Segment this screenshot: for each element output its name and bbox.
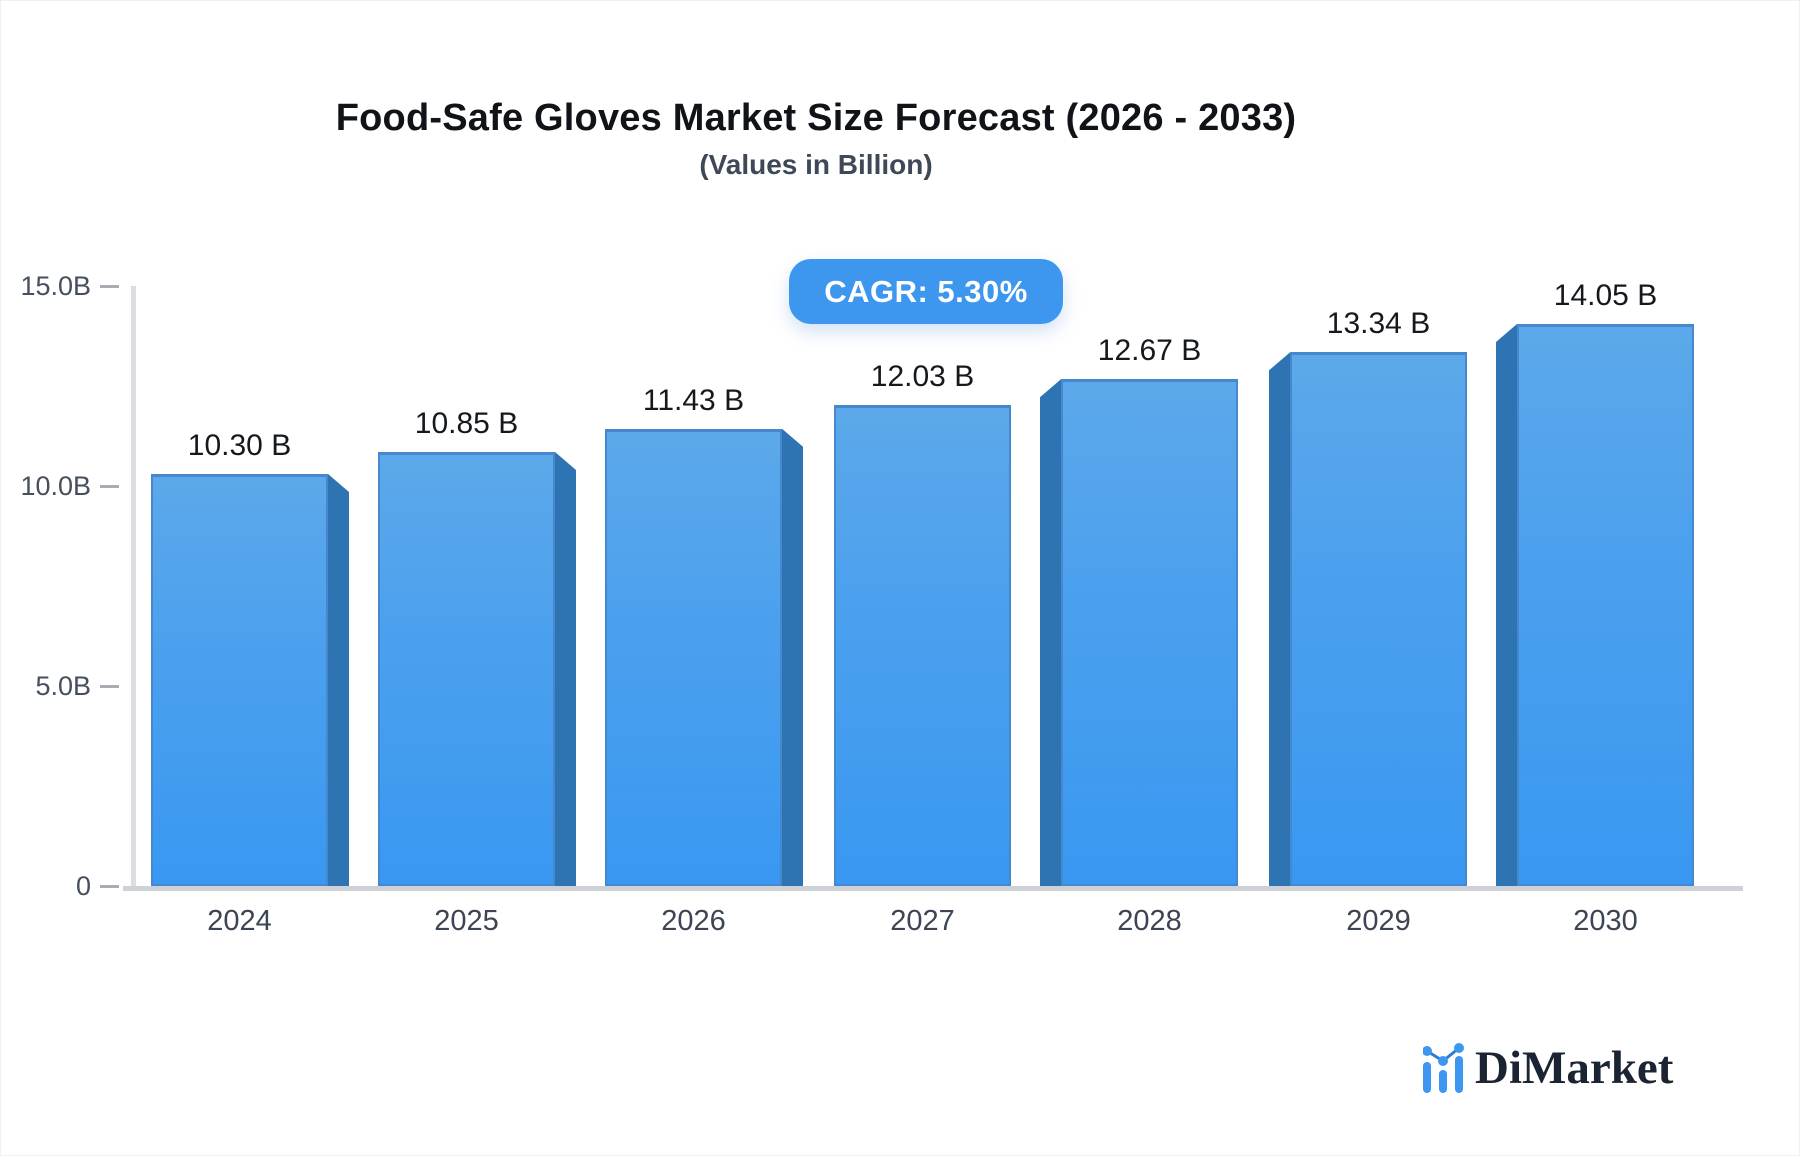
bar-value-label-2024: 10.30 B <box>187 429 292 462</box>
chart-subtitle: (Values in Billion) <box>699 149 933 180</box>
y-tick-label: 5.0B <box>35 671 91 701</box>
bar-2029 <box>1290 352 1467 886</box>
bar-2028 <box>1061 379 1238 886</box>
x-axis-baseline <box>123 886 1743 891</box>
y-tick-dash <box>100 284 119 288</box>
bar-value-label-2029: 13.34 B <box>1326 307 1431 341</box>
cagr-badge-label: CAGR: 5.30% <box>824 273 1028 309</box>
bar-3d-side-2024 <box>328 474 349 886</box>
bar-2024 <box>151 474 328 886</box>
brand-logo: DiMarket <box>1423 1041 1673 1095</box>
bar-value-label-2027: 12.03 B <box>870 359 975 393</box>
y-tick-label: 10.0B <box>20 471 91 501</box>
x-axis-label-2030: 2030 <box>1573 905 1638 937</box>
bar-value-label-2025: 10.85 B <box>414 407 519 440</box>
x-axis-label-2026: 2026 <box>661 905 726 937</box>
bar-3d-side-2025 <box>555 452 576 886</box>
brand-logo-text: DiMarket <box>1475 1042 1674 1094</box>
x-axis-label-2025: 2025 <box>434 905 499 937</box>
bar-value-label-2028: 12.67 B <box>1097 334 1202 368</box>
x-axis-label-2029: 2029 <box>1346 905 1411 937</box>
bar-3d-side-2029 <box>1269 352 1290 886</box>
bar-3d-side-2026 <box>782 428 803 886</box>
x-axis-label-2028: 2028 <box>1117 905 1182 937</box>
y-tick-dash <box>100 484 119 488</box>
bar-2026 <box>605 428 782 886</box>
bar-3d-side-2030 <box>1496 324 1517 886</box>
bar-2027 <box>834 404 1011 886</box>
y-axis-line <box>131 286 136 887</box>
bar-2025 <box>378 452 555 886</box>
chart-title: Food-Safe Gloves Market Size Forecast (2… <box>335 97 1297 139</box>
cagr-badge: CAGR: 5.30% <box>789 259 1063 324</box>
y-tick-label: 0 <box>75 871 91 901</box>
bar-value-label-2030: 14.05 B <box>1553 279 1658 312</box>
bar-value-label-2026: 11.43 B <box>642 383 745 417</box>
y-tick-dash <box>100 884 119 888</box>
bar-3d-side-2028 <box>1040 379 1061 886</box>
mini-bar-chart-icon <box>1423 1043 1464 1093</box>
bar-2030 <box>1517 324 1694 886</box>
y-tick-label: 15.0B <box>20 271 91 301</box>
y-tick-dash <box>100 684 119 688</box>
x-axis-label-2024: 2024 <box>207 905 272 937</box>
x-axis-label-2027: 2027 <box>890 905 955 937</box>
